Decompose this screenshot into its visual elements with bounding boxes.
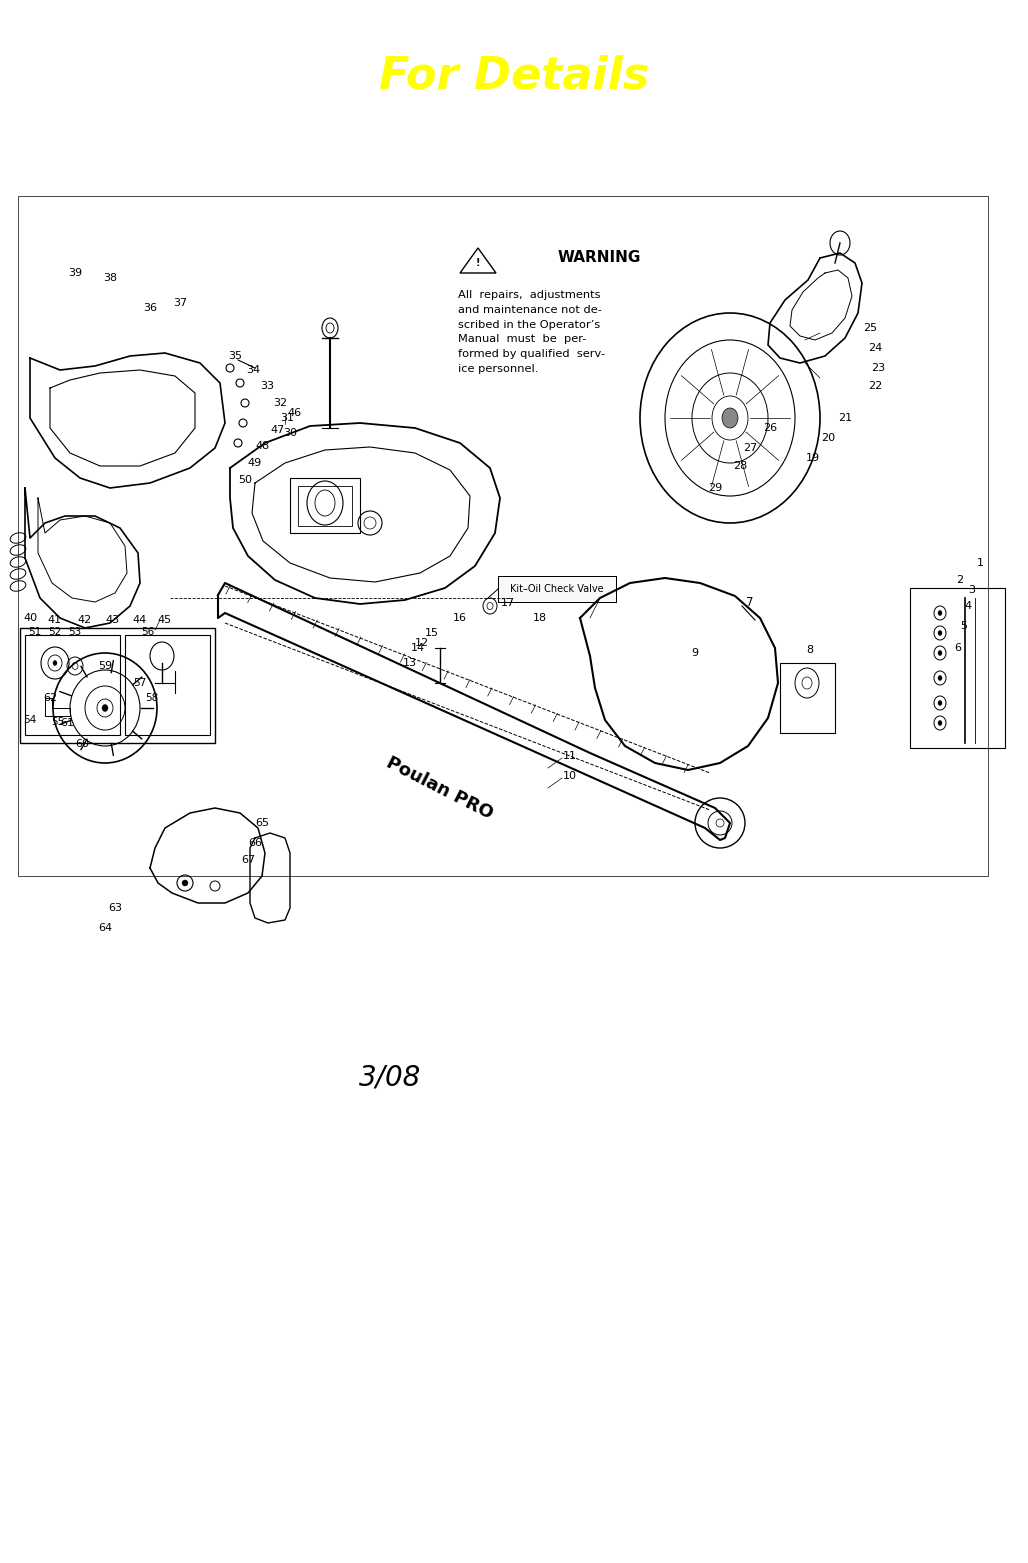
Text: !: ! <box>476 258 480 267</box>
Bar <box>125 635 210 735</box>
Text: 8: 8 <box>806 646 813 655</box>
Text: 59: 59 <box>98 661 112 671</box>
Ellipse shape <box>182 880 188 886</box>
Ellipse shape <box>102 705 108 711</box>
Text: 65: 65 <box>255 817 269 828</box>
Text: 37: 37 <box>173 299 187 308</box>
Text: 58: 58 <box>145 692 158 703</box>
Ellipse shape <box>938 721 942 725</box>
Text: 44: 44 <box>133 614 147 625</box>
Bar <box>498 577 616 602</box>
Text: 10: 10 <box>563 771 577 782</box>
Text: 57: 57 <box>134 678 147 688</box>
Text: 20: 20 <box>821 433 835 442</box>
Text: 53: 53 <box>69 627 81 638</box>
Text: 27: 27 <box>743 442 758 453</box>
Text: 46: 46 <box>288 408 302 417</box>
Text: 3: 3 <box>968 585 976 596</box>
Text: 62: 62 <box>43 692 58 703</box>
Bar <box>910 588 1005 749</box>
Text: 5: 5 <box>960 621 967 631</box>
Bar <box>20 628 215 742</box>
Text: 30: 30 <box>283 428 297 438</box>
Text: For Details: For Details <box>378 55 650 97</box>
Text: 18: 18 <box>533 613 547 624</box>
Text: 26: 26 <box>763 424 777 433</box>
Text: 28: 28 <box>733 461 747 470</box>
Bar <box>290 478 360 533</box>
Text: 61: 61 <box>60 717 74 728</box>
Text: 24: 24 <box>868 342 882 353</box>
Ellipse shape <box>938 700 942 705</box>
Text: 66: 66 <box>248 838 262 849</box>
Text: 6: 6 <box>955 642 961 653</box>
Text: WARNING: WARNING <box>558 250 641 266</box>
Bar <box>780 663 835 733</box>
Text: 22: 22 <box>868 381 882 391</box>
Text: 60: 60 <box>75 739 89 749</box>
Text: 14: 14 <box>411 642 425 653</box>
Ellipse shape <box>722 408 738 428</box>
Text: 36: 36 <box>143 303 157 313</box>
Text: 55: 55 <box>51 717 65 727</box>
Text: 1: 1 <box>977 558 984 567</box>
Text: Poulan PRO: Poulan PRO <box>383 753 497 822</box>
Text: 13: 13 <box>403 658 417 667</box>
Text: 50: 50 <box>238 475 252 485</box>
Text: 43: 43 <box>105 614 119 625</box>
Text: 47: 47 <box>270 425 285 435</box>
Text: 52: 52 <box>48 627 62 638</box>
Text: 9: 9 <box>692 649 699 658</box>
Text: 56: 56 <box>142 627 154 638</box>
Text: 21: 21 <box>838 413 852 424</box>
Ellipse shape <box>938 630 942 636</box>
Text: 38: 38 <box>103 274 117 283</box>
Text: 4: 4 <box>964 602 971 611</box>
Text: 29: 29 <box>708 483 722 492</box>
Text: 41: 41 <box>48 614 62 625</box>
Bar <box>450 252 810 256</box>
Ellipse shape <box>938 675 942 680</box>
Text: Kit–Oil Check Valve: Kit–Oil Check Valve <box>510 585 603 594</box>
Text: 39: 39 <box>68 267 82 278</box>
Ellipse shape <box>53 661 57 666</box>
Ellipse shape <box>938 611 942 616</box>
Bar <box>19 195 988 875</box>
Text: 67: 67 <box>241 855 255 864</box>
Text: 54: 54 <box>24 714 37 725</box>
Text: 31: 31 <box>280 413 294 424</box>
Text: 42: 42 <box>78 614 93 625</box>
Text: 23: 23 <box>871 363 885 374</box>
Text: 16: 16 <box>453 613 467 624</box>
Text: 45: 45 <box>158 614 172 625</box>
Text: 34: 34 <box>246 366 260 375</box>
Text: 11: 11 <box>563 750 577 761</box>
Text: 12: 12 <box>415 638 429 649</box>
Text: 2: 2 <box>956 575 963 585</box>
Text: 7: 7 <box>746 597 754 610</box>
Text: 3/08: 3/08 <box>359 1064 421 1093</box>
Ellipse shape <box>938 650 942 655</box>
Bar <box>25 635 120 735</box>
Bar <box>298 486 352 527</box>
Text: 25: 25 <box>862 324 877 333</box>
Text: All  repairs,  adjustments
and maintenance not de-
scribed in the Operator’s
Man: All repairs, adjustments and maintenance… <box>458 291 605 374</box>
Text: 63: 63 <box>108 903 122 913</box>
Text: 32: 32 <box>273 399 287 408</box>
Text: 49: 49 <box>248 458 262 467</box>
Text: 17: 17 <box>501 599 515 608</box>
Text: 64: 64 <box>98 924 112 933</box>
Text: 48: 48 <box>256 441 270 452</box>
Text: CLICK HERE: CLICK HERE <box>450 27 578 45</box>
Text: 51: 51 <box>29 627 41 638</box>
Bar <box>498 577 616 602</box>
Text: 40: 40 <box>23 613 37 624</box>
Text: 15: 15 <box>425 628 439 638</box>
Text: 19: 19 <box>806 453 820 463</box>
Text: 33: 33 <box>260 381 274 391</box>
Text: 35: 35 <box>228 352 242 361</box>
